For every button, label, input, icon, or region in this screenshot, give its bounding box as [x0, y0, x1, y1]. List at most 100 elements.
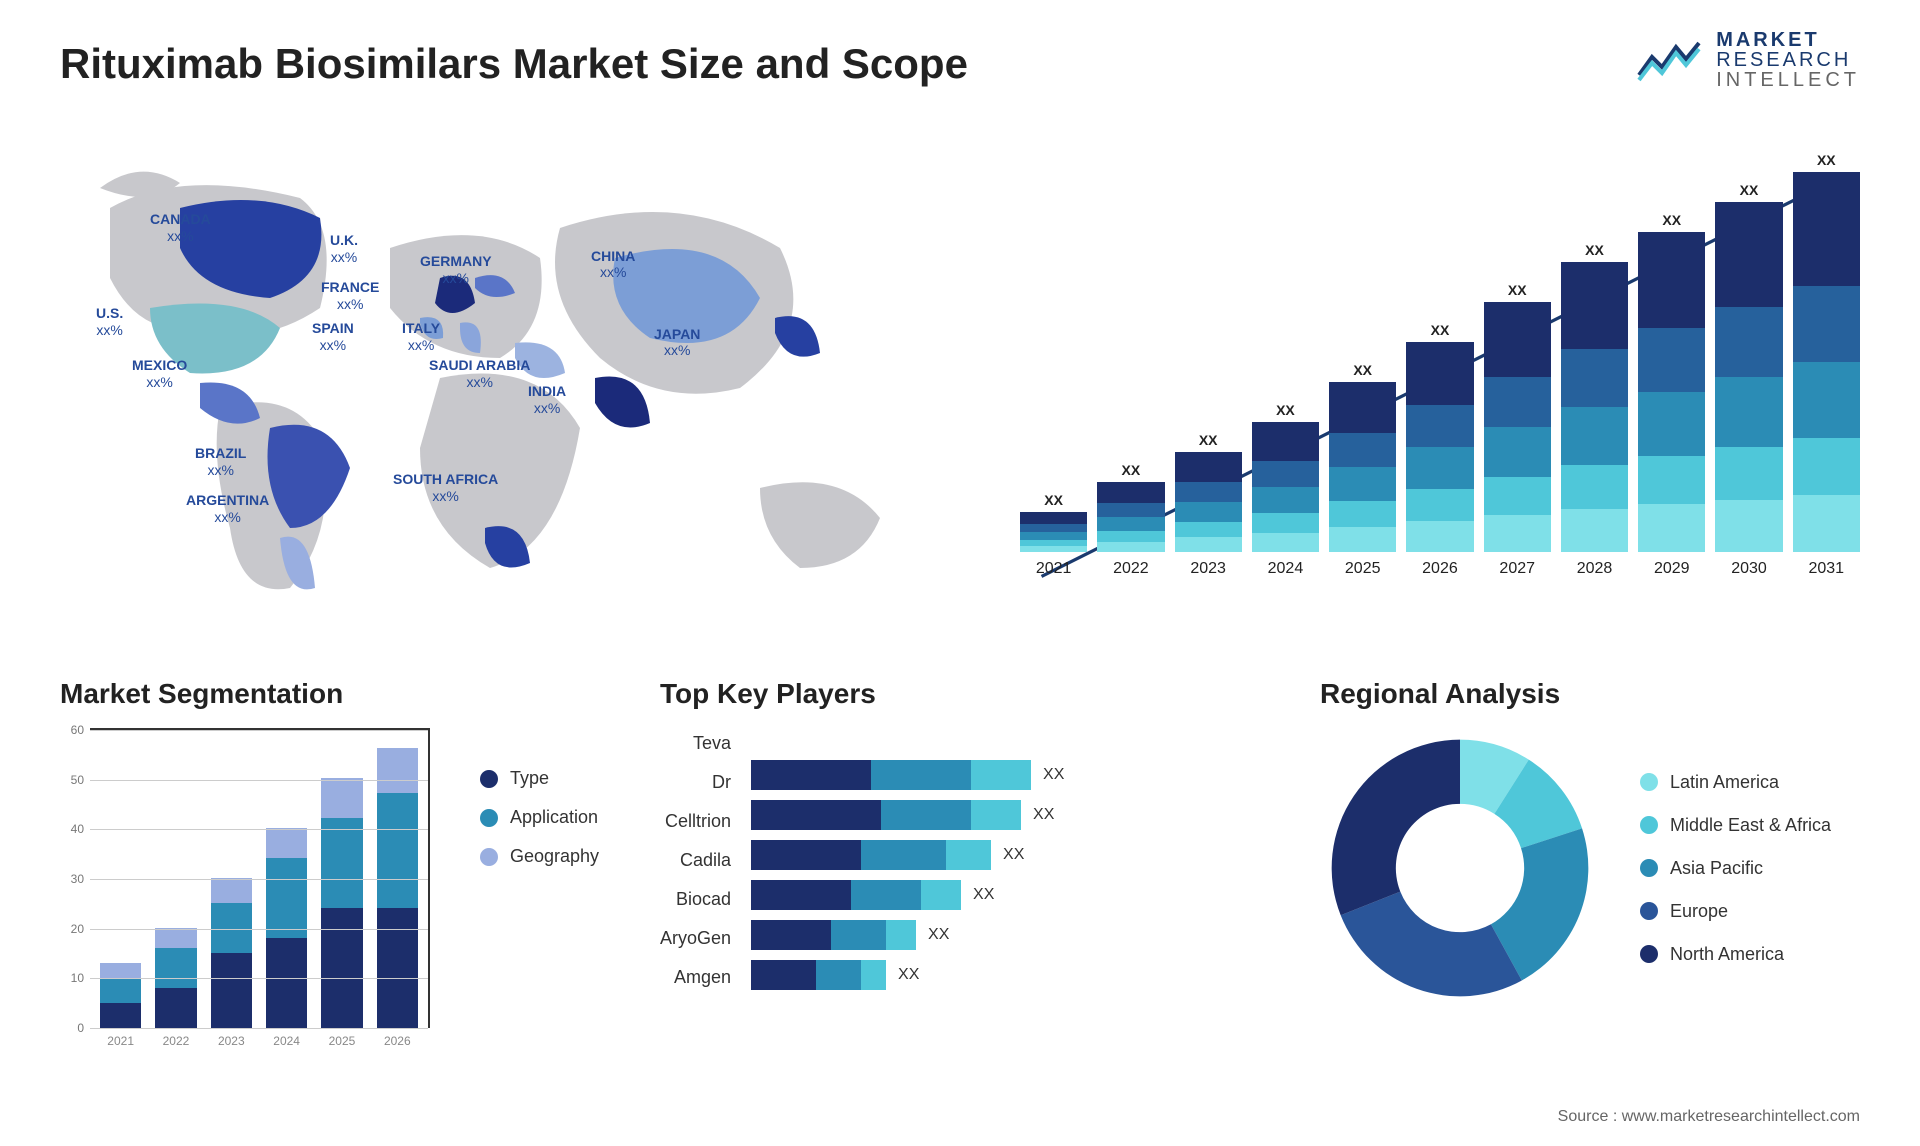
seg-bar-year: 2023	[218, 1034, 245, 1048]
player-name: Teva	[693, 733, 731, 754]
growth-bar-segment	[1484, 477, 1551, 515]
growth-bar-value: XX	[1662, 212, 1681, 228]
growth-bar-segment	[1406, 342, 1473, 405]
seg-bar-stack	[321, 778, 362, 1028]
growth-bar: XX2030	[1715, 182, 1782, 578]
growth-bar: XX2023	[1175, 432, 1242, 578]
player-bar-value: XX	[928, 926, 949, 944]
logo-line3: INTELLECT	[1716, 70, 1860, 90]
player-bar-segment	[881, 800, 971, 830]
growth-bar-segment	[1329, 527, 1396, 553]
growth-bar-value: XX	[1122, 462, 1141, 478]
seg-bar-segment	[100, 978, 141, 1003]
player-bar-row: XX	[751, 880, 1280, 910]
growth-bar-segment	[1561, 407, 1628, 465]
growth-bar-segment	[1793, 362, 1860, 438]
growth-bar-segment	[1638, 392, 1705, 456]
legend-dot	[1640, 773, 1658, 791]
player-bar-segment	[751, 960, 816, 990]
growth-bar-segment	[1484, 377, 1551, 427]
player-bar-segment	[971, 760, 1031, 790]
growth-bar-segment	[1793, 438, 1860, 495]
segmentation-section: Market Segmentation 20212022202320242025…	[60, 678, 620, 1098]
map-label: SOUTH AFRICAxx%	[393, 471, 498, 505]
growth-bar-segment	[1406, 447, 1473, 489]
growth-bar-segment	[1329, 501, 1396, 527]
player-bar-segment	[751, 920, 831, 950]
player-bar-segment	[971, 800, 1021, 830]
seg-bar-segment	[321, 818, 362, 908]
legend-label: Latin America	[1670, 772, 1779, 793]
player-bar-stack	[751, 840, 991, 870]
map-label: MEXICOxx%	[132, 357, 187, 391]
growth-bar-segment	[1175, 522, 1242, 537]
player-bar-row: XX	[751, 800, 1280, 830]
growth-bar-value: XX	[1276, 402, 1295, 418]
growth-bar-segment	[1793, 172, 1860, 286]
growth-bar-stack	[1175, 452, 1242, 552]
seg-bar-year: 2025	[329, 1034, 356, 1048]
legend-dot	[480, 770, 498, 788]
growth-bar-segment	[1793, 495, 1860, 552]
player-bar-stack	[751, 800, 1021, 830]
page-title: Rituximab Biosimilars Market Size and Sc…	[60, 40, 1860, 88]
growth-bar-segment	[1175, 537, 1242, 552]
growth-bar-segment	[1561, 349, 1628, 407]
growth-bar: XX2025	[1329, 362, 1396, 578]
player-bar-row: XX	[751, 840, 1280, 870]
map-label: BRAZILxx%	[195, 445, 246, 479]
map-label: GERMANYxx%	[420, 253, 492, 287]
growth-bar-year: 2029	[1654, 560, 1690, 578]
growth-bar-segment	[1020, 524, 1087, 532]
player-name: Celltrion	[665, 811, 731, 832]
map-label: JAPANxx%	[654, 326, 700, 360]
map-label: CANADAxx%	[150, 211, 211, 245]
growth-bar-segment	[1638, 456, 1705, 504]
seg-legend-item: Application	[480, 807, 599, 828]
regional-legend-item: Latin America	[1640, 772, 1831, 793]
growth-bar-stack	[1329, 382, 1396, 552]
map-label: FRANCExx%	[321, 279, 379, 313]
map-label: CHINAxx%	[591, 248, 635, 282]
seg-bar-segment	[321, 778, 362, 818]
map-label: SPAINxx%	[312, 320, 354, 354]
legend-dot	[1640, 816, 1658, 834]
regional-legend-item: North America	[1640, 944, 1831, 965]
growth-bar-segment	[1484, 515, 1551, 553]
growth-bar: XX2026	[1406, 322, 1473, 578]
growth-bar-segment	[1715, 307, 1782, 377]
seg-bar-segment	[100, 963, 141, 978]
seg-legend-item: Geography	[480, 846, 599, 867]
legend-label: North America	[1670, 944, 1784, 965]
growth-bar-segment	[1715, 447, 1782, 500]
growth-bar-stack	[1715, 202, 1782, 552]
regional-legend-item: Middle East & Africa	[1640, 815, 1831, 836]
player-bar-segment	[851, 880, 921, 910]
growth-bar: XX 2029	[1638, 212, 1705, 578]
growth-bar-segment	[1329, 467, 1396, 501]
player-bar-row: XX	[751, 960, 1280, 990]
seg-bar-segment	[377, 748, 418, 793]
seg-bar-segment	[211, 878, 252, 903]
growth-bar-segment	[1020, 512, 1087, 524]
growth-bar-segment	[1406, 405, 1473, 447]
growth-bar-year: 2023	[1190, 560, 1226, 578]
growth-bar: XX2021	[1020, 492, 1087, 578]
growth-bar-stack	[1406, 342, 1473, 552]
legend-label: Europe	[1670, 901, 1728, 922]
legend-dot	[480, 809, 498, 827]
player-bar-value: XX	[898, 966, 919, 984]
player-bar-stack	[751, 760, 1031, 790]
growth-bar-segment	[1097, 503, 1164, 517]
growth-bar-segment	[1329, 433, 1396, 467]
donut-slice	[1341, 892, 1522, 997]
legend-dot	[1640, 902, 1658, 920]
growth-bar-segment	[1561, 509, 1628, 553]
seg-bar: 2021	[100, 963, 141, 1028]
player-bar-value: XX	[973, 886, 994, 904]
player-bar-segment	[751, 760, 871, 790]
growth-bar-stack	[1793, 172, 1860, 552]
growth-bar-stack	[1484, 302, 1551, 552]
player-bar-segment	[816, 960, 861, 990]
player-bar-segment	[751, 880, 851, 910]
